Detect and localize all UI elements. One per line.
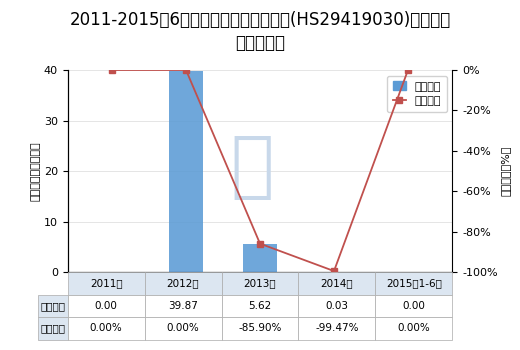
Y-axis label: 进口金额（万美元）: 进口金额（万美元） <box>31 141 41 201</box>
Bar <box>170 71 203 272</box>
Text: 2011-2015年6月利福平及其衍生物、盐(HS29419030)进口总额
及增速统计: 2011-2015年6月利福平及其衍生物、盐(HS29419030)进口总额 及… <box>69 10 451 52</box>
Bar <box>243 244 277 272</box>
Legend: 进口金额, 同比增长: 进口金额, 同比增长 <box>387 76 447 112</box>
Text: 粤: 粤 <box>230 133 274 202</box>
Y-axis label: 同比增长（%）: 同比增长（%） <box>501 146 511 196</box>
